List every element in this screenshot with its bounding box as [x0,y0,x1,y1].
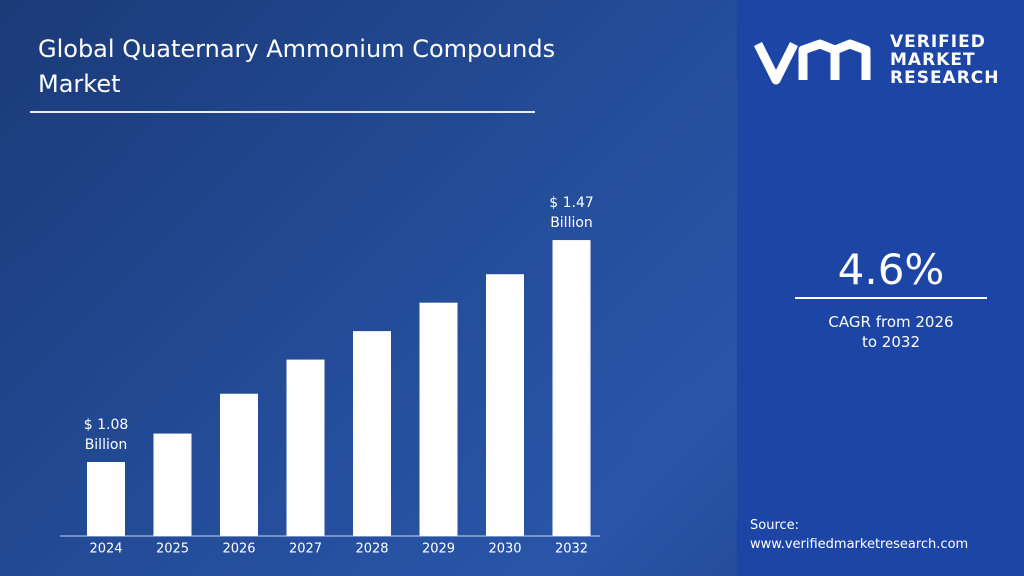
x-tick-label: 2029 [422,542,455,557]
source-label: Source: [750,518,800,533]
bar [353,331,391,536]
bar [552,240,591,536]
x-tick-label: 2028 [355,542,388,557]
logo-v [753,41,799,85]
value-label: $ 1.47 Billion [549,195,594,232]
bar [87,462,125,536]
x-tick-label: 2026 [222,542,255,557]
bar [419,302,458,536]
bar [486,274,524,536]
chart-title: Global Quaternary Ammonium Compounds Mar… [38,35,556,98]
bar [286,359,325,536]
cagr-rule [795,297,987,299]
logo-m1 [798,39,840,80]
x-tick-label: 2030 [488,542,521,557]
cagr-label: CAGR from 2026 to 2032 [828,313,954,351]
logo-text: VERIFIED MARKET RESEARCH [890,32,1000,88]
cagr-value: 4.6% [837,245,945,294]
side-panel [737,0,1024,576]
bar [153,433,192,536]
x-tick-label: 2025 [156,542,189,557]
x-tick-label: 2032 [555,542,588,557]
x-tick-label: 2027 [289,542,322,557]
logo-mark [753,39,871,85]
x-tick-label: 2024 [89,542,122,557]
logo-m2 [833,39,871,80]
source-url: www.verifiedmarketresearch.com [750,537,969,552]
value-label: $ 1.08 Billion [83,417,129,454]
title-rule [30,111,535,113]
bar [220,393,258,536]
source: Source: www.verifiedmarketresearch.com [750,516,990,554]
